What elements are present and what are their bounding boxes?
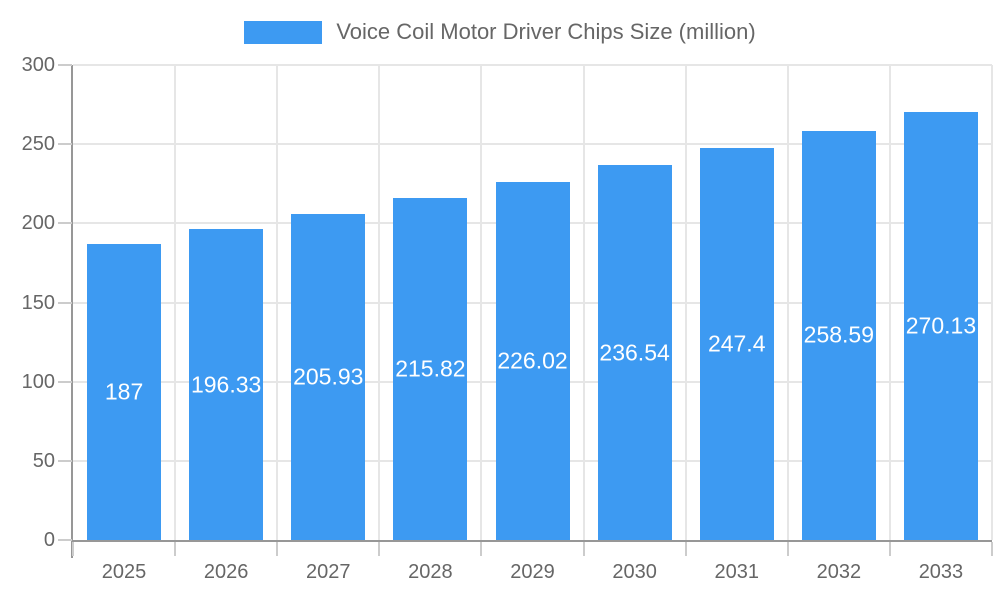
gridline-vertical (582, 65, 585, 540)
y-axis-tick (58, 222, 72, 225)
legend-item[interactable]: Voice Coil Motor Driver Chips Size (mill… (0, 19, 1000, 45)
bar-value-label: 247.4 (707, 330, 766, 357)
x-axis-tick (480, 542, 483, 556)
y-tick-label: 300 (21, 54, 55, 76)
x-tick-label: 2032 (816, 561, 862, 583)
x-tick-label: 2033 (918, 561, 964, 583)
chart-title: Voice Coil Motor Driver Chips Size (mill… (336, 19, 756, 44)
gridline-vertical (174, 65, 177, 540)
legend-swatch (244, 20, 323, 44)
bar[interactable]: 247.4 (699, 148, 774, 540)
x-axis-tick (378, 542, 381, 556)
gridline-vertical (480, 65, 483, 540)
y-tick-label: 150 (21, 291, 55, 314)
bar[interactable]: 226.02 (495, 182, 570, 540)
x-axis-tick (684, 542, 687, 556)
y-tick-label: 50 (32, 449, 55, 472)
bar-value-label: 226.02 (497, 347, 568, 374)
y-axis-line (71, 65, 73, 558)
gridline-vertical (786, 65, 789, 540)
bar-value-label: 196.33 (190, 371, 262, 398)
bar[interactable]: 187 (87, 243, 162, 540)
bar[interactable]: 258.59 (801, 130, 876, 540)
y-axis-tick (58, 64, 72, 66)
bar-value-label: 187 (104, 378, 144, 405)
x-tick-label: 2027 (306, 561, 351, 583)
gridline-vertical (276, 65, 279, 540)
gridline-vertical (888, 65, 891, 540)
y-tick-label: 100 (21, 370, 55, 393)
x-tick-label: 2031 (714, 561, 759, 583)
y-axis-tick (58, 143, 72, 146)
x-axis-tick (72, 542, 74, 556)
y-tick-label: 200 (21, 212, 55, 235)
y-axis-tick (58, 459, 72, 462)
x-axis-tick (276, 542, 279, 556)
gridline-horizontal (73, 64, 992, 66)
y-tick-label: 0 (43, 529, 55, 551)
bar[interactable]: 236.54 (597, 165, 672, 540)
bar[interactable]: 205.93 (291, 213, 366, 540)
bar[interactable]: 270.13 (903, 112, 978, 540)
plot-area: 187 196.33 205.93 215.82 226.02 236.54 247.4 25… (71, 64, 993, 558)
x-tick-label: 2025 (101, 561, 147, 583)
bar[interactable]: 196.33 (189, 229, 264, 540)
y-axis-tick (58, 301, 72, 304)
bar[interactable]: 215.82 (393, 198, 468, 540)
gridline-vertical (684, 65, 687, 540)
x-axis-tick (991, 542, 993, 556)
x-tick-label: 2026 (203, 561, 249, 583)
y-axis-tick (58, 539, 72, 541)
bar-value-label: 236.54 (599, 339, 670, 366)
bar-value-label: 270.13 (905, 312, 977, 339)
x-tick-label: 2028 (408, 561, 453, 583)
x-axis-tick (174, 542, 177, 556)
gridline-vertical (378, 65, 381, 540)
x-tick-label: 2030 (612, 561, 657, 583)
x-axis-line (71, 540, 992, 542)
gridline-vertical (991, 65, 993, 540)
x-tick-label: 2029 (510, 561, 555, 583)
bar-value-label: 258.59 (803, 321, 875, 348)
y-tick-label: 250 (21, 133, 55, 156)
x-axis-tick (888, 542, 891, 556)
bar-value-label: 205.93 (293, 363, 364, 390)
gridline-horizontal (73, 143, 992, 146)
bar-value-label: 215.82 (395, 355, 466, 382)
x-axis-tick (582, 542, 585, 556)
x-axis-tick (786, 542, 789, 556)
y-axis-tick (58, 380, 72, 383)
